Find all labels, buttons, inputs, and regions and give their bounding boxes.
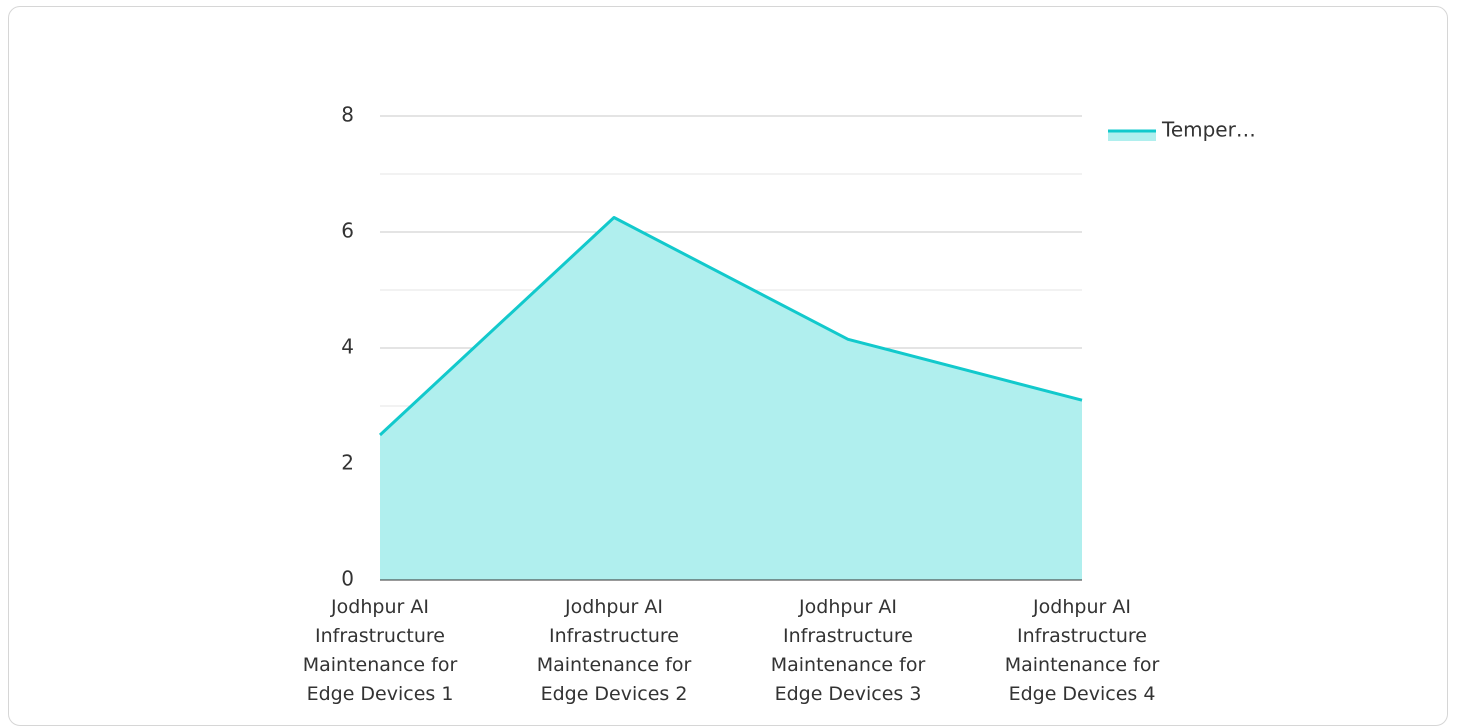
y-tick-label: 4 <box>341 335 354 359</box>
legend-swatch <box>1108 131 1156 141</box>
x-tick-label: Jodhpur AI Infrastructure Maintenance fo… <box>536 596 692 705</box>
line <box>378 216 1083 437</box>
x-tick-label: Jodhpur AI Infrastructure Maintenance fo… <box>1004 596 1160 705</box>
y-tick-label: 6 <box>341 219 354 243</box>
y-tick-label: 8 <box>341 103 354 127</box>
area <box>380 217 1082 580</box>
y-tick-label: 0 <box>341 567 354 591</box>
y-tick-label: 2 <box>341 451 354 475</box>
x-tick-label: Jodhpur AI Infrastructure Maintenance fo… <box>302 596 458 705</box>
legend-label: Temper… <box>1161 118 1256 142</box>
x-tick-label: Jodhpur AI Infrastructure Maintenance fo… <box>770 596 926 705</box>
chart: 0 2 4 6 8 Temper… <box>341 103 1256 591</box>
